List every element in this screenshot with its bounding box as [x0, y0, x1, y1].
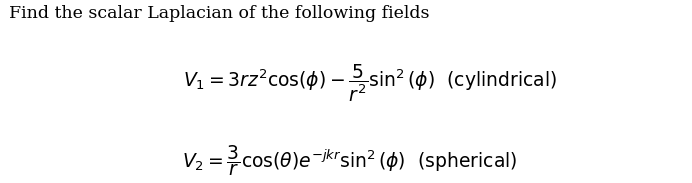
Text: $V_1 = 3rz^2\cos(\phi) - \dfrac{5}{r^2}\sin^2(\phi)\ \ \text{(cylindrical)}$: $V_1 = 3rz^2\cos(\phi) - \dfrac{5}{r^2}\…: [183, 62, 557, 104]
Text: Find the scalar Laplacian of the following fields: Find the scalar Laplacian of the followi…: [9, 5, 430, 23]
Text: $V_2 = \dfrac{3}{r}\cos(\theta)e^{-jkr}\sin^2(\phi)\ \ \text{(spherical)}$: $V_2 = \dfrac{3}{r}\cos(\theta)e^{-jkr}\…: [182, 143, 517, 178]
